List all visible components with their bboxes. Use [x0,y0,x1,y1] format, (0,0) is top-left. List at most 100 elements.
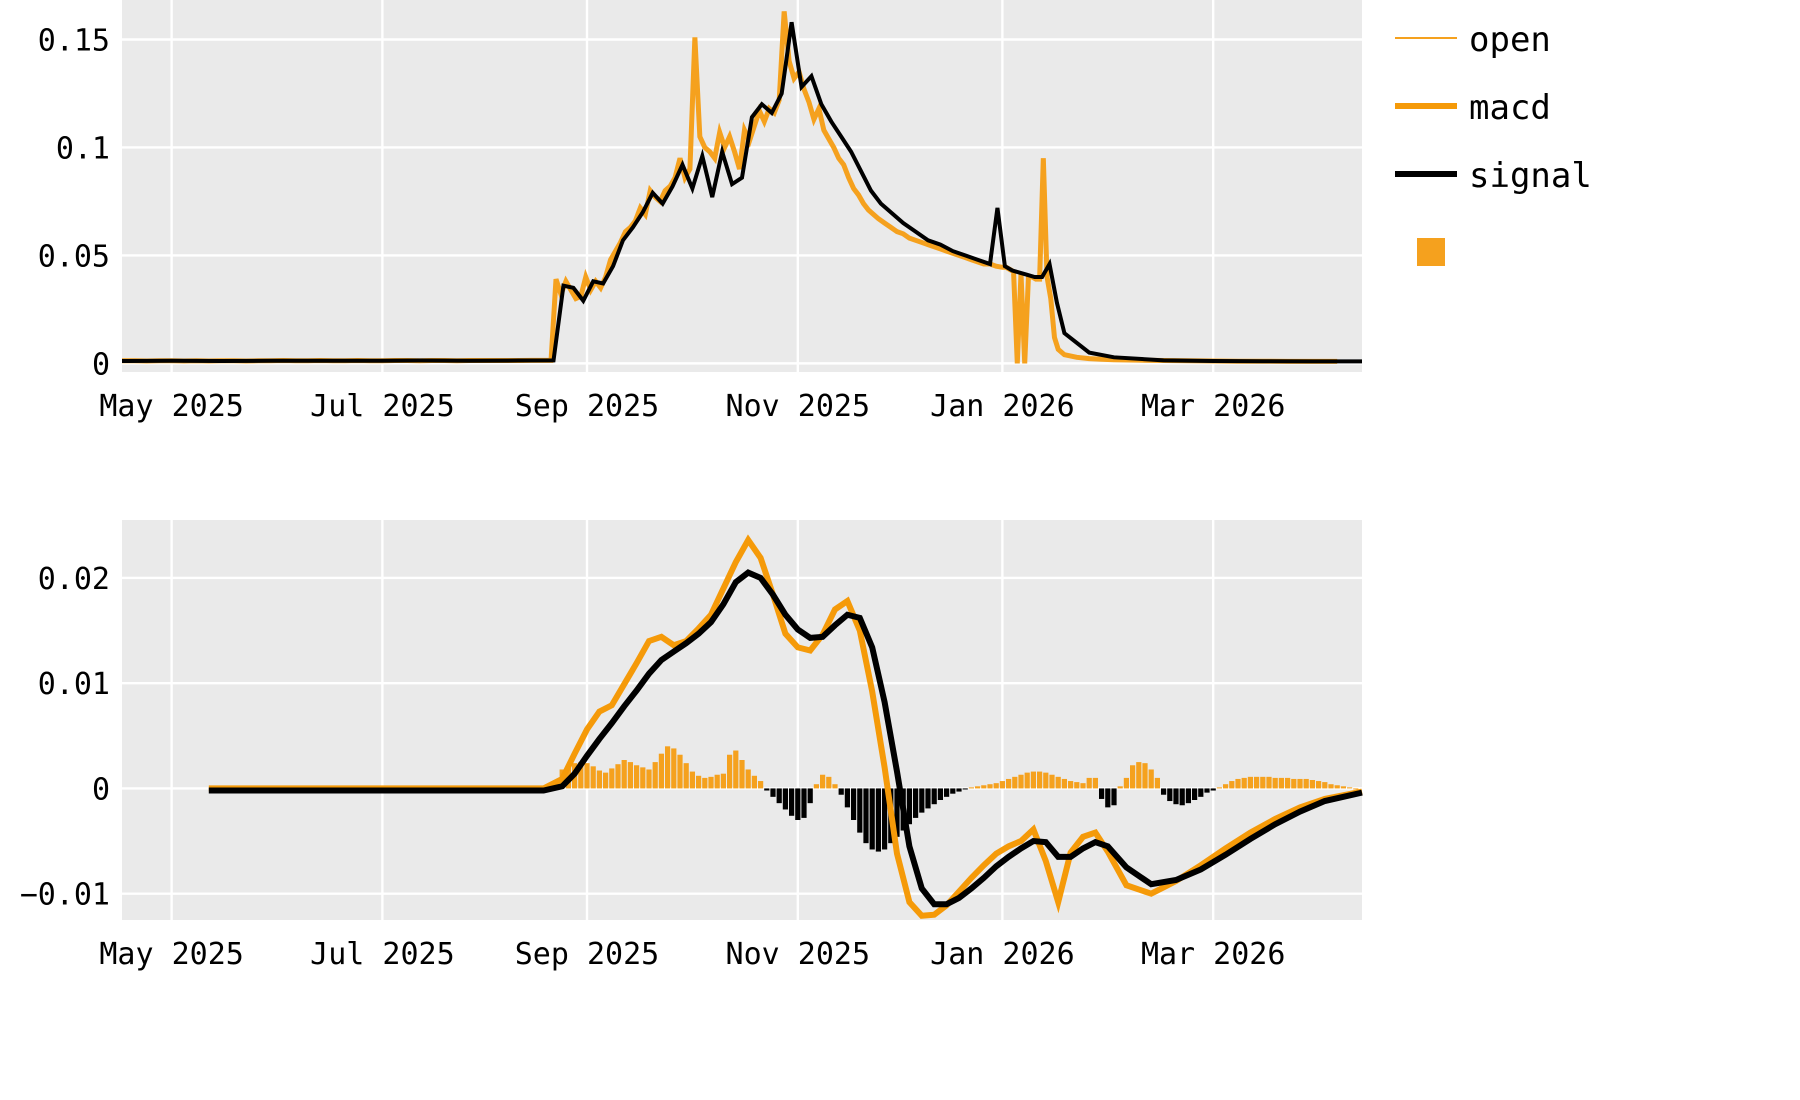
histogram-bar [795,788,801,820]
histogram-bar [974,786,981,789]
histogram-bar [1216,787,1223,789]
histogram-bar [1061,778,1068,789]
histogram-bar [1129,765,1136,789]
histogram-bar [1142,763,1148,789]
histogram-bar [1055,776,1061,789]
histogram-bar [596,770,603,789]
y-tick-label: 0 [92,772,110,807]
histogram-bar [695,775,702,789]
histogram-bar [819,774,826,789]
histogram-bar [671,748,677,789]
series-line-signal[interactable] [208,569,1363,908]
histogram-bar [1191,788,1198,800]
plot-area-background [122,520,1362,920]
histogram-bar [1253,776,1260,789]
histogram-bar [1241,777,1247,789]
x-tick-label: Sep 2025 [515,937,660,972]
histogram-bar [1353,788,1359,790]
histogram-bar [702,777,708,789]
histogram-bar [1030,771,1037,789]
y-tick-label: 0 [92,347,110,382]
macd-chart-svg[interactable]: −0.01 0 0.01 0.02 May 2025 Jul 2025 Sep 2025 No… [0,500,1800,1100]
histogram-bar [826,776,832,789]
series-line-signal_overlay[interactable] [121,21,1362,364]
histogram-bar [1278,777,1285,789]
histogram-bar [1136,762,1142,789]
histogram-bar [1266,776,1272,789]
y-tick-label: 0.1 [56,131,110,166]
histogram-bar [838,788,844,795]
histogram-bar [1235,778,1241,789]
histogram-bar [739,760,745,789]
price-chart-svg[interactable]: 0 0.05 0.1 0.15 May 2025 Jul 2025 Sep 2025 Nov … [0,0,1800,510]
histogram-bar [683,763,689,789]
legend-label-open: open [1469,20,1551,60]
histogram-bar [1167,788,1173,802]
chart-legend: open macd signal [1395,20,1592,266]
x-tick-label: May 2025 [99,937,244,972]
histogram-bar [1123,777,1130,789]
histogram-bar [1173,788,1179,805]
histogram-bar [1160,788,1167,795]
histogram-bar [1315,781,1322,789]
histogram-bar [1012,776,1018,789]
histogram-bar [708,776,714,789]
histogram-bar [1036,771,1043,789]
y-tick-label: 0.15 [38,24,110,59]
histogram-bar [652,762,658,789]
y-axis-tick-labels: 0 0.05 0.1 0.15 [38,24,110,383]
histogram-bar [1247,776,1254,789]
histogram-bar [640,767,646,789]
histogram-bar [1111,788,1117,806]
histogram-bar [621,760,627,789]
histogram-bar [1291,778,1297,789]
histogram-bar [1098,788,1105,799]
histogram-bar [1092,777,1099,789]
histogram-bar [770,788,776,797]
histogram-bar [1043,772,1049,789]
histogram-bar [832,784,838,789]
histogram-bar [764,788,770,791]
histogram-bar [1148,769,1154,789]
x-tick-label: Nov 2025 [726,937,871,972]
legend-swatch-marker [1417,238,1445,266]
histogram-bar [807,788,813,804]
histogram-bar [937,788,944,800]
histogram-bar [1309,780,1316,789]
histogram-bar [875,788,882,852]
histogram-bar [689,771,696,789]
histogram-bar [1297,778,1303,789]
histogram-bar [894,788,900,837]
histogram-bar [788,788,795,816]
histogram-bar [1086,777,1092,789]
histogram-bar [987,784,993,789]
series-line-macd[interactable] [208,534,1363,919]
histogram-bar [1024,772,1030,789]
histogram-bar [751,775,758,789]
histogram-bar [627,762,634,789]
histogram-bar [1074,782,1080,789]
price-chart-panel: 0 0.05 0.1 0.15 May 2025 Jul 2025 Sep 2025 Nov … [0,0,1800,510]
histogram-bar [1105,788,1111,808]
y-axis-tick-labels: −0.01 0 0.01 0.02 [20,562,110,913]
histogram-bar [1080,783,1086,789]
histogram-bar [633,765,640,789]
histogram-bar [1334,785,1340,789]
histogram-bar [943,788,950,797]
histogram-bar [1117,786,1123,789]
histogram-bar [1260,776,1266,789]
histogram-bar [590,766,596,789]
y-tick-label: −0.01 [20,878,110,913]
x-tick-label: Mar 2026 [1141,937,1286,972]
x-axis-tick-labels: May 2025 Jul 2025 Sep 2025 Nov 2025 Jan 2026… [99,389,1285,424]
plot-area-background [122,0,1362,372]
histogram-bar [1284,777,1291,789]
histogram-bar [931,788,937,805]
histogram-bar [968,787,975,789]
histogram-bar [1340,786,1347,789]
histogram-bar [1328,784,1334,789]
x-tick-label: Jul 2025 [310,937,455,972]
histogram-bar [578,762,584,789]
histogram-bar [1018,774,1024,789]
